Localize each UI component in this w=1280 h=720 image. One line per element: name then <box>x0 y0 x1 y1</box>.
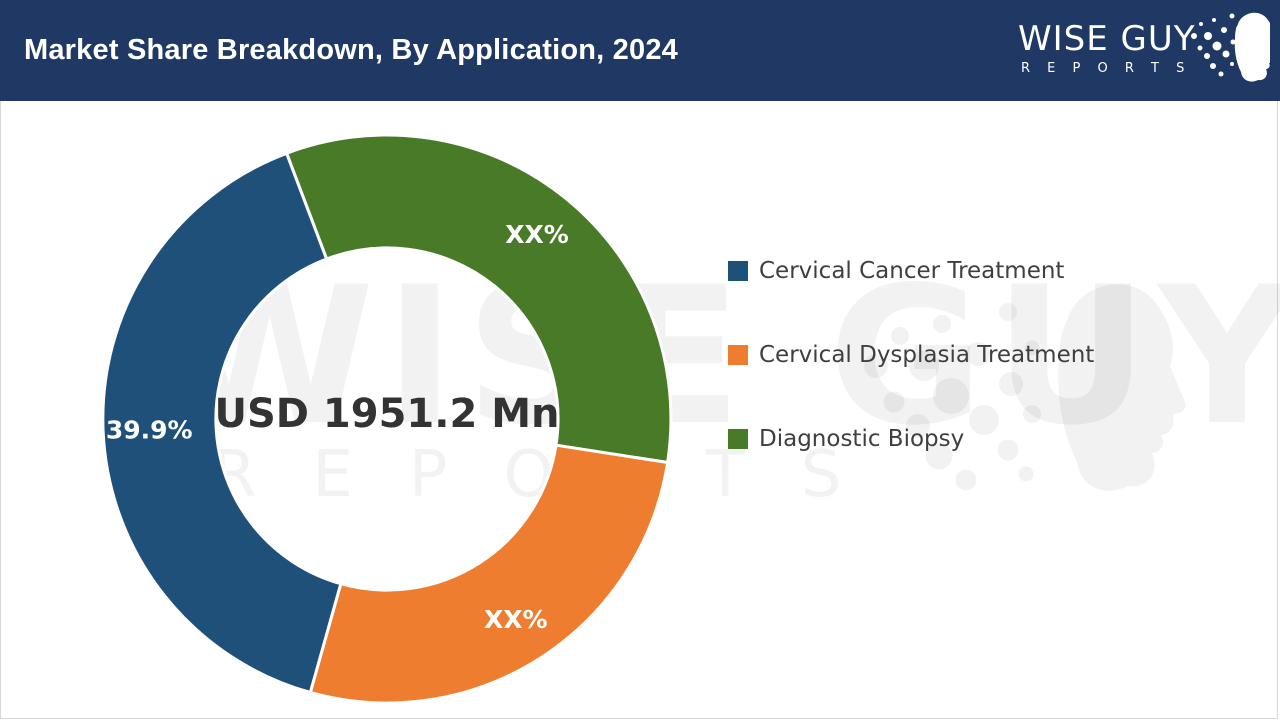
logo-wordmark: WISE GUY <box>1018 19 1196 59</box>
donut-slice-cervical-cancer-treatment <box>101 151 343 694</box>
watermark-face-icon <box>864 284 1186 491</box>
legend-label: Cervical Cancer Treatment <box>759 258 1065 284</box>
slice-label: 39.9% <box>106 416 193 445</box>
logo-dots-icon <box>1191 13 1240 77</box>
logo-subtext: R E P O R T S <box>1021 61 1191 76</box>
logo-face-icon <box>1234 12 1270 82</box>
legend: Cervical Cancer Treatment Cervical Dyspl… <box>728 258 1094 452</box>
donut-slice-cervical-dysplasia-treatment <box>308 443 670 705</box>
donut-chart: XX% XX% 39.9% <box>101 133 673 705</box>
header-bar: Market Share Breakdown, By Application, … <box>0 0 1280 101</box>
legend-swatch-green <box>728 429 748 449</box>
legend-label: Cervical Dysplasia Treatment <box>759 342 1095 368</box>
slice-label: XX% <box>505 220 569 249</box>
wise-guy-logo: WISE GUY R E P O R T S <box>1018 12 1270 82</box>
watermark-wordmark: WISE GUY <box>165 246 1280 467</box>
legend-item-cervical-dysplasia-treatment: Cervical Dysplasia Treatment <box>728 342 1094 368</box>
donut-slice-diagnostic-biopsy <box>285 133 673 464</box>
donut-center-value: USD 1951.2 Mn <box>214 391 560 437</box>
legend-swatch-orange <box>728 345 748 365</box>
legend-item-cervical-cancer-treatment: Cervical Cancer Treatment <box>728 258 1094 284</box>
legend-swatch-blue <box>728 261 748 281</box>
page-title: Market Share Breakdown, By Application, … <box>24 34 678 66</box>
legend-label: Diagnostic Biopsy <box>759 426 965 452</box>
legend-item-diagnostic-biopsy: Diagnostic Biopsy <box>728 426 1094 452</box>
slice-label: XX% <box>484 605 548 634</box>
